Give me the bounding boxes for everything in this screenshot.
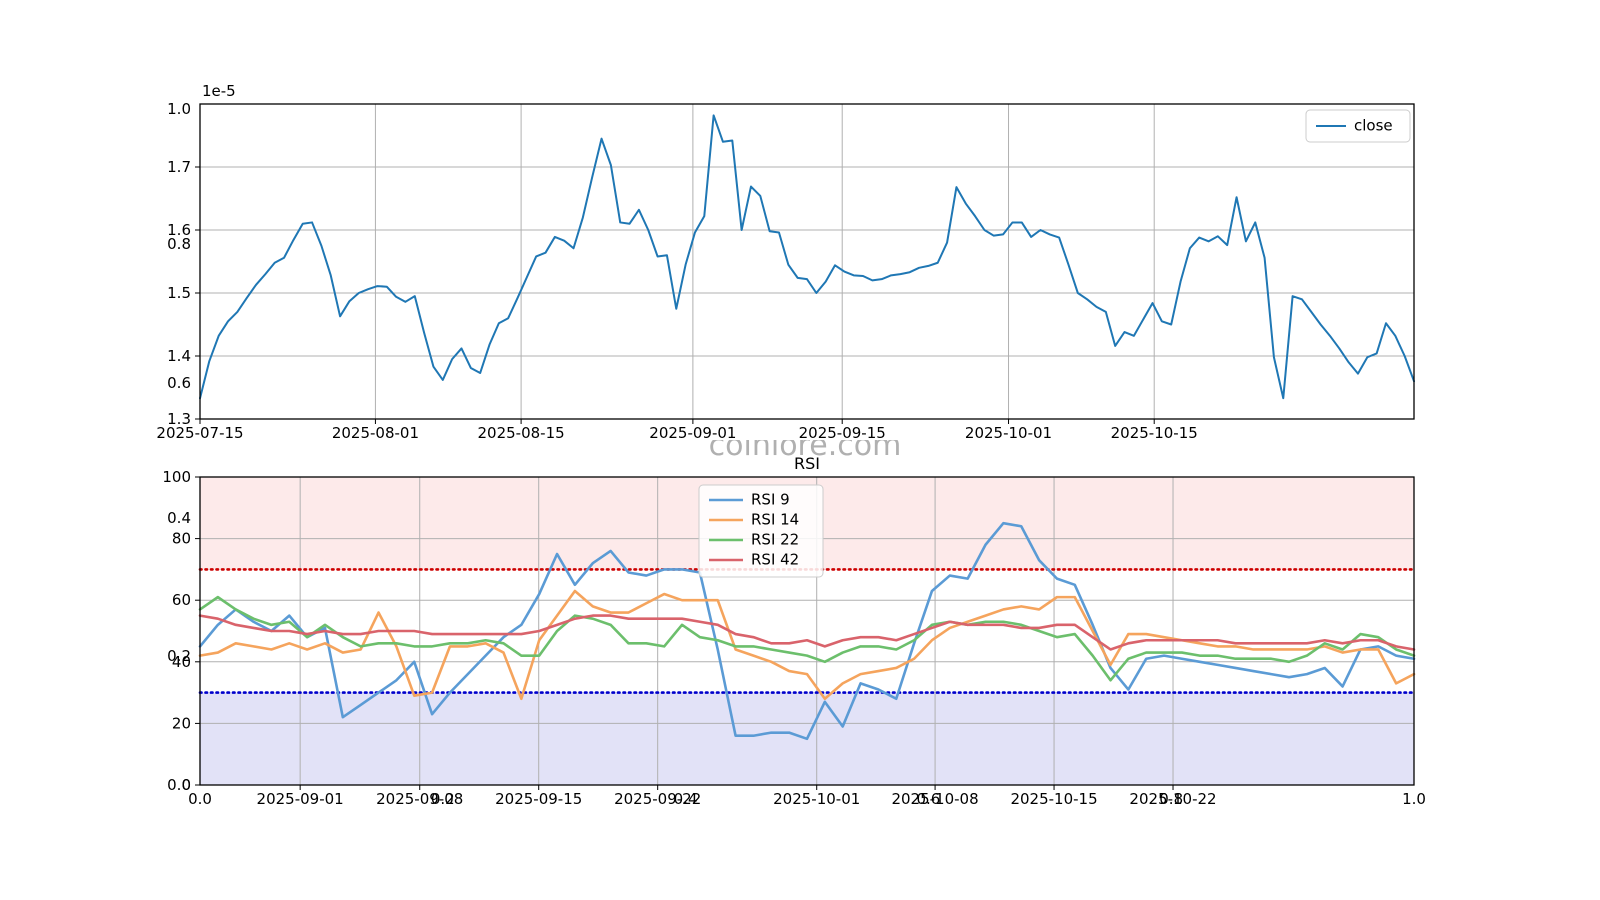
rsi-chart-svg: 0 20 40 60 80 100 0.0 0.2 0.4 2025-09-01 2025-09-0… [162,440,1426,808]
rsi-xtick-label: 2025-09-15 [495,790,582,808]
rsi-ytick-overlay-label: 0.0 [167,776,191,794]
rsi-ytick-label: 40 [172,653,191,671]
rsi-legend-box [698,484,824,578]
rsi-xtick-overlay-label: 0.6 [916,790,940,808]
coinlore-watermark: coinlore.com [709,440,902,463]
rsi-axes-frame [199,476,1415,786]
rsi-ytick-label: 80 [172,530,191,548]
rsi-ytick-label: 60 [172,591,191,609]
price-ytick-overlay-label: 1.0 [167,100,191,118]
rsi-xtick-label: 2025-10-08 [891,790,978,808]
price-xtick-label: 2025-08-15 [478,424,565,442]
rsi-xtick-overlay-label: 0.8 [1159,790,1183,808]
rsi-ytick-label: 100 [162,468,191,486]
rsi-series-RSI-42 [198,614,1416,651]
rsi-xtick-label: 2025-10-22 [1129,790,1216,808]
rsi-xtick-overlay-label: 0.2 [431,790,455,808]
rsi-ytick-label: 20 [172,714,191,732]
rsi-xtick-overlay-label: 1.0 [1402,790,1426,808]
rsi-chart-title: RSI [794,454,820,473]
rsi-xtick-label: 2025-09-22 [614,790,701,808]
price-ytick-label: 1.4 [167,347,191,365]
rsi-series-RSI-22 [198,595,1416,682]
rsi-series-RSI-14 [198,589,1416,701]
price-ytick-label: 1.3 [167,410,191,428]
rsi-ytick-label: 0 [181,776,191,794]
rsi-legend-label-2: RSI 22 [751,531,799,549]
price-xtick-label: 2025-07-15 [156,424,243,442]
rsi-ytick-overlay-label: 0.2 [167,647,191,665]
price-ytick-label: 1.7 [167,158,191,176]
price-chart-panel: 1.3 1.4 1.5 1.6 1.7 0.6 0.8 1.0 1e-5 2025-07-15 20… [156,82,1415,442]
price-xtick-label: 2025-09-01 [649,424,736,442]
price-ytick-label: 1.5 [167,284,191,302]
rsi-xtick-overlay-label: 0.4 [674,790,698,808]
rsi-legend-label-1: RSI 14 [751,511,799,529]
rsi-xtick-label: 2025-10-01 [773,790,860,808]
price-chart-svg: 1.3 1.4 1.5 1.6 1.7 0.6 0.8 1.0 1e-5 2025-07-15 20… [156,82,1415,442]
price-axes-frame [199,103,1415,420]
price-ytick-overlay-label: 0.6 [167,374,191,392]
rsi-ytick-overlay-label: 0.4 [167,509,191,527]
price-yaxis-offset-text: 1e-5 [202,82,236,100]
rsi-xtick-label: 2025-09-08 [376,790,463,808]
rsi-series-RSI-9 [198,521,1416,741]
rsi-legend-label-3: RSI 42 [751,551,799,569]
price-ytick-overlay-label: 0.8 [167,235,191,253]
price-legend-box [1305,109,1411,143]
price-series-close [199,114,1415,400]
price-xtick-label: 2025-08-01 [332,424,419,442]
rsi-chart-panel: 0 20 40 60 80 100 0.0 0.2 0.4 2025-09-01 2025-09-0… [0,440,1600,900]
price-legend-label: close [1354,117,1393,135]
price-ytick-label: 1.6 [167,221,191,239]
price-xtick-label: 2025-09-15 [799,424,886,442]
price-xtick-label: 2025-10-01 [965,424,1052,442]
rsi-xtick-label: 2025-09-01 [257,790,344,808]
rsi-xtick-overlay-label: 0.0 [188,790,212,808]
price-xtick-label: 2025-10-15 [1111,424,1198,442]
rsi-legend-label-0: RSI 9 [751,491,790,509]
rsi-xtick-label: 2025-10-15 [1010,790,1097,808]
